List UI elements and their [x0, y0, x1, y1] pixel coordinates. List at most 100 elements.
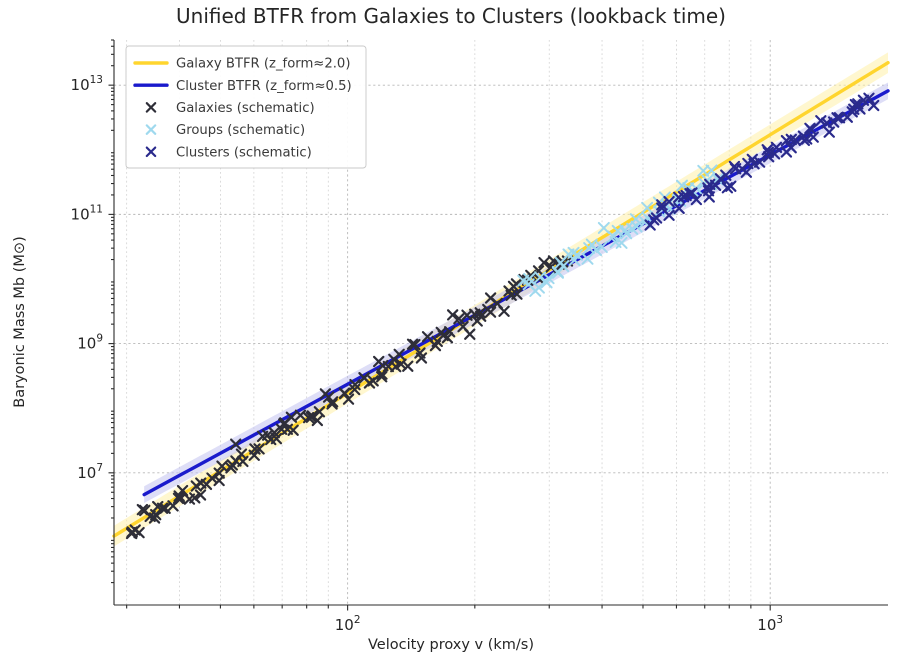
scatter-marker [690, 193, 703, 206]
legend-swatch-marker [145, 102, 157, 113]
scatter-marker [189, 492, 201, 504]
scatter-marker [557, 260, 570, 273]
scatter-marker [705, 164, 718, 177]
scatter-marker [429, 339, 442, 352]
scatter-marker [453, 313, 465, 325]
scatter-points [125, 92, 880, 540]
scatter-marker [714, 173, 727, 185]
chart-title: Unified BTFR from Galaxies to Clusters (… [176, 4, 726, 28]
tick-label: 102 [335, 614, 361, 634]
legend-label: Groups (schematic) [176, 123, 305, 138]
scatter-marker [446, 309, 459, 321]
scatter-marker [261, 429, 274, 441]
scatter-marker [863, 92, 875, 104]
tick-label: 103 [757, 614, 783, 634]
scatter-marker [570, 248, 583, 261]
legend-label: Galaxies (schematic) [176, 101, 315, 116]
scatter-marker [349, 378, 361, 391]
scatter-marker [287, 424, 299, 436]
scatter-marker [176, 484, 189, 497]
scatter-marker [785, 141, 797, 154]
scatter-marker [538, 256, 550, 269]
scatter-marker [237, 455, 249, 468]
scatter-marker [474, 307, 486, 319]
scatter-marker [313, 406, 326, 418]
scatter-marker [641, 201, 654, 214]
scatter-marker [156, 502, 169, 514]
scatter-marker [305, 411, 318, 423]
tick-label: 1013 [71, 74, 103, 94]
legend-background [125, 45, 367, 169]
scatter-marker [510, 278, 523, 290]
scatter-marker [437, 329, 449, 342]
scatter-marker [172, 492, 185, 505]
scatter-marker [230, 438, 242, 450]
legend-swatch-marker [145, 146, 157, 158]
scatter-marker [402, 360, 414, 372]
y-axis-label: Baryonic Mass Mb (M⊙) [12, 236, 28, 407]
scatter-marker [823, 126, 835, 138]
scatter-marker [589, 243, 602, 256]
scatter-marker [409, 338, 421, 351]
scatter-marker [629, 213, 642, 226]
chart-legend[interactable]: Galaxy BTFR (z_form≈2.0) Cluster BTFR (z_… [125, 45, 367, 169]
scatter-marker [363, 377, 376, 389]
scatter-marker [268, 426, 280, 439]
scatter-marker [720, 169, 732, 181]
scatter-marker [615, 236, 628, 249]
scatter-marker [393, 348, 405, 361]
scatter-marker [854, 103, 866, 115]
scatter-marker [342, 393, 355, 405]
x-axis-label: Velocity proxy v (km/s) [368, 637, 534, 653]
tick-label: 107 [77, 462, 103, 482]
scatter-marker [194, 489, 207, 501]
scatter-marker [620, 227, 633, 240]
scatter-marker [663, 195, 675, 208]
scatter-marker [484, 306, 497, 318]
tick-label: 1011 [71, 203, 103, 223]
scatter-marker [663, 209, 675, 221]
scatter-marker [270, 432, 283, 445]
scatter-marker [673, 202, 685, 215]
scatter-marker [133, 526, 145, 539]
scatter-marker [648, 214, 660, 226]
scatter-marker [511, 288, 523, 300]
tick-label: 109 [77, 333, 103, 353]
scatter-marker [285, 411, 298, 423]
scatter-marker [216, 460, 228, 472]
scatter-marker [173, 490, 185, 502]
scatter-marker [686, 187, 698, 199]
scatter-marker [421, 331, 434, 343]
scatter-marker [597, 221, 610, 234]
scatter-marker [326, 398, 338, 410]
scatter-marker [523, 272, 536, 285]
scatter-marker [249, 443, 261, 455]
scatter-marker [831, 112, 843, 124]
scatter-marker [415, 352, 428, 364]
axis-spines [113, 40, 888, 606]
scatter-marker [626, 222, 639, 235]
scatter-marker [464, 328, 476, 340]
legend-label: Clusters (schematic) [176, 145, 312, 160]
legend-label: Galaxy BTFR (z_form≈2.0) [176, 57, 350, 72]
scatter-marker [225, 462, 237, 474]
scatter-marker [656, 199, 668, 211]
scatter-marker [770, 141, 783, 154]
scatter-marker [326, 396, 339, 408]
scatter-marker [703, 191, 715, 203]
scatter-marker [815, 115, 827, 127]
scatter-marker [148, 512, 161, 524]
scatter-marker [807, 131, 819, 143]
scatter-marker [376, 371, 388, 383]
scatter-marker [406, 338, 419, 350]
scatter-marker [338, 387, 351, 399]
legend-swatch-marker [145, 124, 157, 135]
scatter-marker [867, 99, 880, 112]
scatter-marker [302, 411, 315, 424]
scatter-marker [253, 443, 265, 455]
scatter-marker [542, 272, 555, 285]
axis-ticks: 102 103 107 109 1011 1013 [71, 39, 783, 634]
scatter-marker [213, 467, 225, 479]
